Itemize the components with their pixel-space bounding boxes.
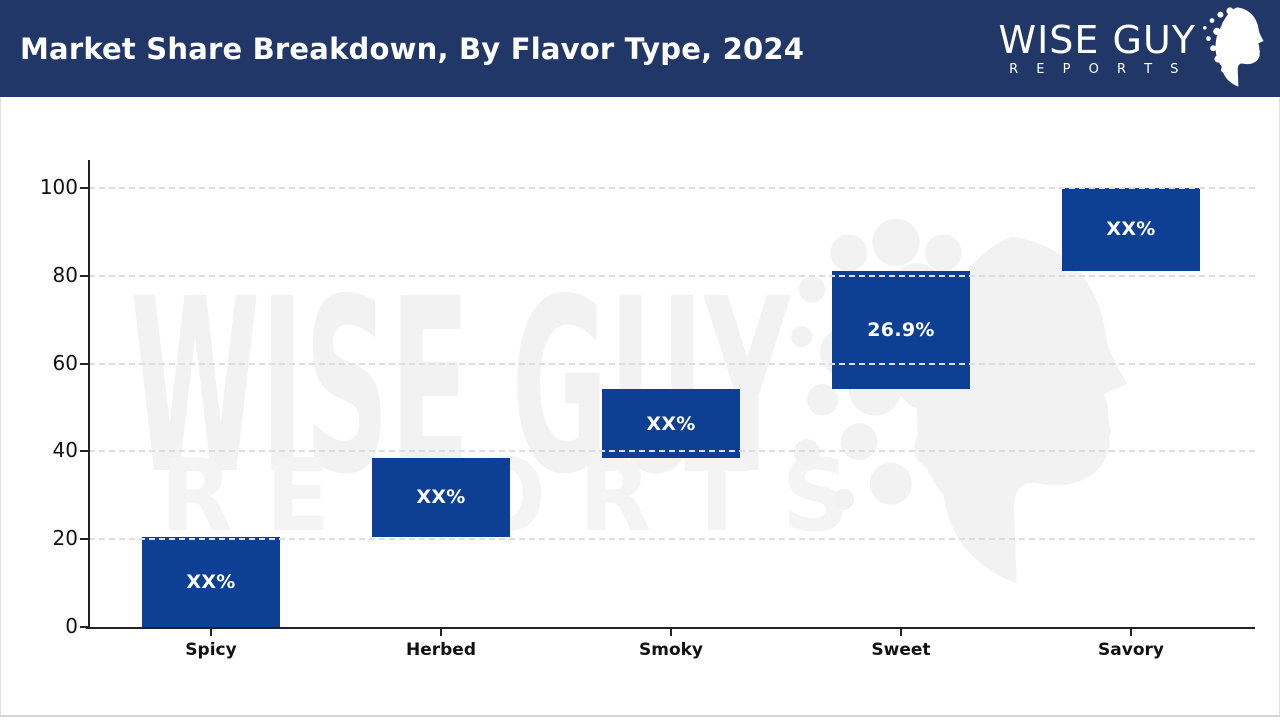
bar-spicy: XX%: [142, 537, 280, 627]
frame-border-left: [0, 97, 1, 717]
chart-title: Market Share Breakdown, By Flavor Type, …: [20, 31, 805, 66]
xtick-label-spicy: Spicy: [185, 640, 237, 660]
bar-value-label-smoky: XX%: [646, 412, 696, 435]
bar-value-label-spicy: XX%: [186, 570, 236, 593]
gridline-40: [89, 450, 1255, 453]
ytick-mark-0: [80, 626, 88, 628]
xtick-mark-herbed: [440, 629, 442, 636]
xtick-mark-smoky: [670, 629, 672, 636]
bar-herbed: XX%: [372, 457, 510, 537]
logo-subtitle: R E P O R T S: [1009, 62, 1186, 77]
xtick-mark-sweet: [900, 629, 902, 636]
gridline-80: [89, 274, 1255, 277]
bar-savory: XX%: [1062, 188, 1200, 271]
ytick-mark-20: [80, 538, 88, 541]
bar-sweet: 26.9%: [832, 270, 970, 390]
bar-smoky: XX%: [602, 389, 740, 458]
ytick-label-100: 100: [39, 175, 78, 199]
gridline-100: [89, 187, 1255, 189]
xtick-mark-spicy: [210, 629, 212, 636]
frame-border-bottom: [0, 715, 1280, 717]
ytick-label-20: 20: [52, 526, 78, 551]
bar-value-label-sweet: 26.9%: [867, 319, 935, 341]
xtick-label-herbed: Herbed: [405, 640, 476, 660]
bar-value-label-herbed: XX%: [416, 486, 466, 509]
xtick-label-sweet: Sweet: [871, 640, 931, 660]
logo-wordmark: WISE GUY: [998, 18, 1196, 62]
xtick-mark-savory: [1130, 629, 1132, 636]
head-profile-icon: [1200, 4, 1266, 94]
ytick-label-60: 60: [52, 350, 78, 375]
ytick-mark-80: [80, 274, 88, 277]
xtick-label-smoky: Smoky: [638, 640, 704, 660]
y-axis: [88, 160, 90, 629]
ytick-mark-40: [80, 450, 88, 453]
bar-value-label-savory: XX%: [1106, 218, 1156, 241]
x-axis: [86, 627, 1255, 629]
ytick-label-40: 40: [52, 438, 78, 463]
wiseguy-logo: WISE GUY R E P O R T S: [999, 4, 1280, 94]
ytick-mark-100: [80, 187, 88, 189]
ytick-label-0: 0: [65, 614, 78, 638]
ytick-label-80: 80: [52, 262, 78, 287]
xtick-label-savory: Savory: [1098, 640, 1164, 660]
ytick-mark-60: [80, 362, 88, 365]
gridline-20: [89, 538, 1255, 541]
logo-text: WISE GUY R E P O R T S: [999, 20, 1196, 77]
header-bar: Market Share Breakdown, By Flavor Type, …: [0, 0, 1280, 97]
gridline-60: [89, 362, 1255, 365]
watermark-reports: R E P O R T S: [160, 438, 850, 550]
